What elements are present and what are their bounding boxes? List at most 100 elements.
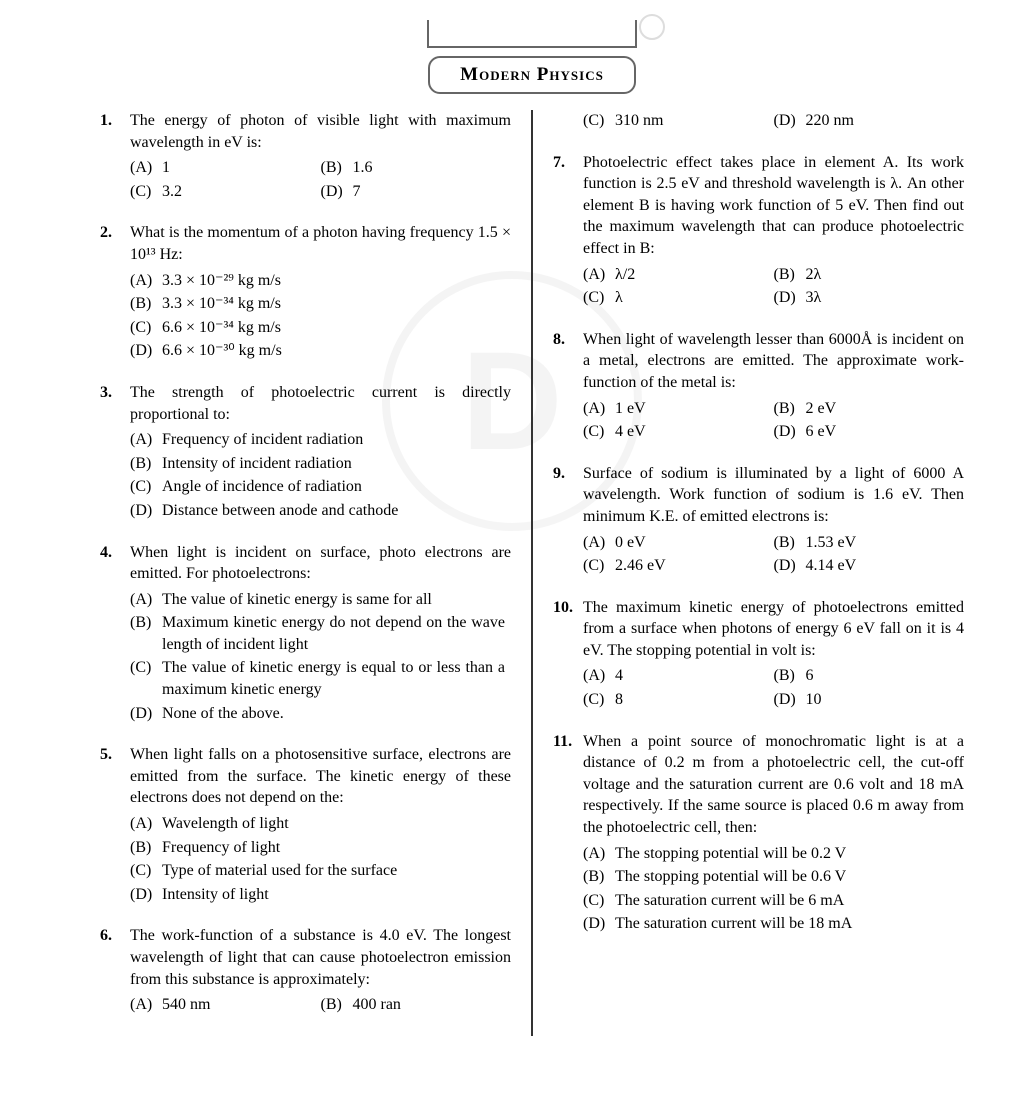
option-label: (A) xyxy=(130,813,162,835)
option-label: (D) xyxy=(774,555,806,577)
option-text: 4 xyxy=(615,665,768,687)
question-stem: When light is incident on surface, photo… xyxy=(130,542,511,585)
question-number: 2. xyxy=(100,222,130,364)
option: (A)540 nm xyxy=(130,994,321,1016)
option: (D)Intensity of light xyxy=(130,884,511,906)
option: (D)4.14 eV xyxy=(774,555,965,577)
option: (C)310 nm xyxy=(583,110,774,132)
option-label: (C) xyxy=(583,555,615,577)
option-text: The stopping potential will be 0.2 V xyxy=(615,843,958,865)
question-body: The strength of photoelectric current is… xyxy=(130,382,511,524)
question: 9.Surface of sodium is illuminated by a … xyxy=(553,463,964,579)
option: (B)400 ran xyxy=(321,994,512,1016)
option-text: 220 nm xyxy=(806,110,959,132)
question-body: The maximum kinetic energy of photoelect… xyxy=(583,597,964,713)
question-stem: When light falls on a photosensitive sur… xyxy=(130,744,511,809)
option-text: 1 xyxy=(162,157,315,179)
option-label: (D) xyxy=(130,884,162,906)
option: (D)None of the above. xyxy=(130,703,511,725)
option-text: 1.53 eV xyxy=(806,532,959,554)
option: (A)The value of kinetic energy is same f… xyxy=(130,589,511,611)
option: (D)7 xyxy=(321,181,512,203)
options-list: (C)310 nm(D)220 nm xyxy=(583,110,964,134)
option: (C)2.46 eV xyxy=(583,555,774,577)
option-label: (A) xyxy=(130,270,162,292)
left-column: 1.The energy of photon of visible light … xyxy=(100,110,531,1036)
option-label: (C) xyxy=(130,476,162,498)
option: (D)6 eV xyxy=(774,421,965,443)
question-body: What is the momentum of a photon having … xyxy=(130,222,511,364)
option-text: Frequency of incident radiation xyxy=(162,429,505,451)
option-text: 310 nm xyxy=(615,110,768,132)
option-text: The value of kinetic energy is equal to … xyxy=(162,657,505,700)
options-list: (A)λ/2(B)2λ(C)λ(D)3λ xyxy=(583,264,964,311)
option-label: (C) xyxy=(130,657,162,700)
question-stem: What is the momentum of a photon having … xyxy=(130,222,511,265)
question-body: When a point source of monochromatic lig… xyxy=(583,731,964,937)
question-stem: The work-function of a substance is 4.0 … xyxy=(130,925,511,990)
option-label: (D) xyxy=(321,181,353,203)
option-text: λ/2 xyxy=(615,264,768,286)
option-text: 3.3 × 10⁻³⁴ kg m/s xyxy=(162,293,505,315)
options-list: (A)Wavelength of light(B)Frequency of li… xyxy=(130,813,511,907)
question-body: When light falls on a photosensitive sur… xyxy=(130,744,511,907)
option-label: (C) xyxy=(130,317,162,339)
option: (B)1.6 xyxy=(321,157,512,179)
question: 6.The work-function of a substance is 4.… xyxy=(100,925,511,1017)
question-stem: The strength of photoelectric current is… xyxy=(130,382,511,425)
option: (B)Intensity of incident radiation xyxy=(130,453,511,475)
option-text: 1 eV xyxy=(615,398,768,420)
physics-worksheet-page: D Modern Physics 1.The energy of photon … xyxy=(0,0,1024,1056)
question: 2.What is the momentum of a photon havin… xyxy=(100,222,511,364)
option-label: (A) xyxy=(583,532,615,554)
top-empty-box xyxy=(427,20,637,48)
option-label: (D) xyxy=(774,689,806,711)
question-number-empty xyxy=(553,110,583,134)
question-stem: The maximum kinetic energy of photoelect… xyxy=(583,597,964,662)
option-text: The stopping potential will be 0.6 V xyxy=(615,866,958,888)
option-label: (A) xyxy=(583,665,615,687)
question-stem: Photoelectric effect takes place in elem… xyxy=(583,152,964,260)
question-number: 4. xyxy=(100,542,130,727)
question-continuation: (C)310 nm(D)220 nm xyxy=(553,110,964,134)
option-label: (D) xyxy=(130,340,162,362)
options-list: (A)1 eV(B)2 eV(C)4 eV(D)6 eV xyxy=(583,398,964,445)
option: (B)6 xyxy=(774,665,965,687)
options-list: (A)0 eV(B)1.53 eV(C)2.46 eV(D)4.14 eV xyxy=(583,532,964,579)
option-label: (D) xyxy=(130,500,162,522)
option: (C)Type of material used for the surface xyxy=(130,860,511,882)
option-text: Frequency of light xyxy=(162,837,505,859)
question-body: When light is incident on surface, photo… xyxy=(130,542,511,727)
option-label: (B) xyxy=(321,157,353,179)
option-text: Maximum kinetic energy do not depend on … xyxy=(162,612,505,655)
option-text: 2.46 eV xyxy=(615,555,768,577)
question-number: 7. xyxy=(553,152,583,311)
option: (A)0 eV xyxy=(583,532,774,554)
option-text: 4 eV xyxy=(615,421,768,443)
option-label: (B) xyxy=(774,264,806,286)
option: (A)1 eV xyxy=(583,398,774,420)
option: (B)The stopping potential will be 0.6 V xyxy=(583,866,964,888)
option-text: 3.2 xyxy=(162,181,315,203)
option-text: Wavelength of light xyxy=(162,813,505,835)
options-list: (A)4(B)6(C)8(D)10 xyxy=(583,665,964,712)
option-text: 6.6 × 10⁻³⁰ kg m/s xyxy=(162,340,505,362)
page-title: Modern Physics xyxy=(460,64,604,85)
option-text: The saturation current will be 18 mA xyxy=(615,913,958,935)
option-text: 8 xyxy=(615,689,768,711)
option-label: (C) xyxy=(583,689,615,711)
question-stem: When a point source of monochromatic lig… xyxy=(583,731,964,839)
option: (C)8 xyxy=(583,689,774,711)
option-label: (C) xyxy=(130,860,162,882)
option-text: 6 eV xyxy=(806,421,959,443)
option-label: (D) xyxy=(130,703,162,725)
option-text: 4.14 eV xyxy=(806,555,959,577)
option-text: 6 xyxy=(806,665,959,687)
option-label: (B) xyxy=(130,453,162,475)
option: (A)Frequency of incident radiation xyxy=(130,429,511,451)
question: 1.The energy of photon of visible light … xyxy=(100,110,511,204)
option: (B)Maximum kinetic energy do not depend … xyxy=(130,612,511,655)
question-body: (C)310 nm(D)220 nm xyxy=(583,110,964,134)
question-body: Photoelectric effect takes place in elem… xyxy=(583,152,964,311)
question-stem: The energy of photon of visible light wi… xyxy=(130,110,511,153)
